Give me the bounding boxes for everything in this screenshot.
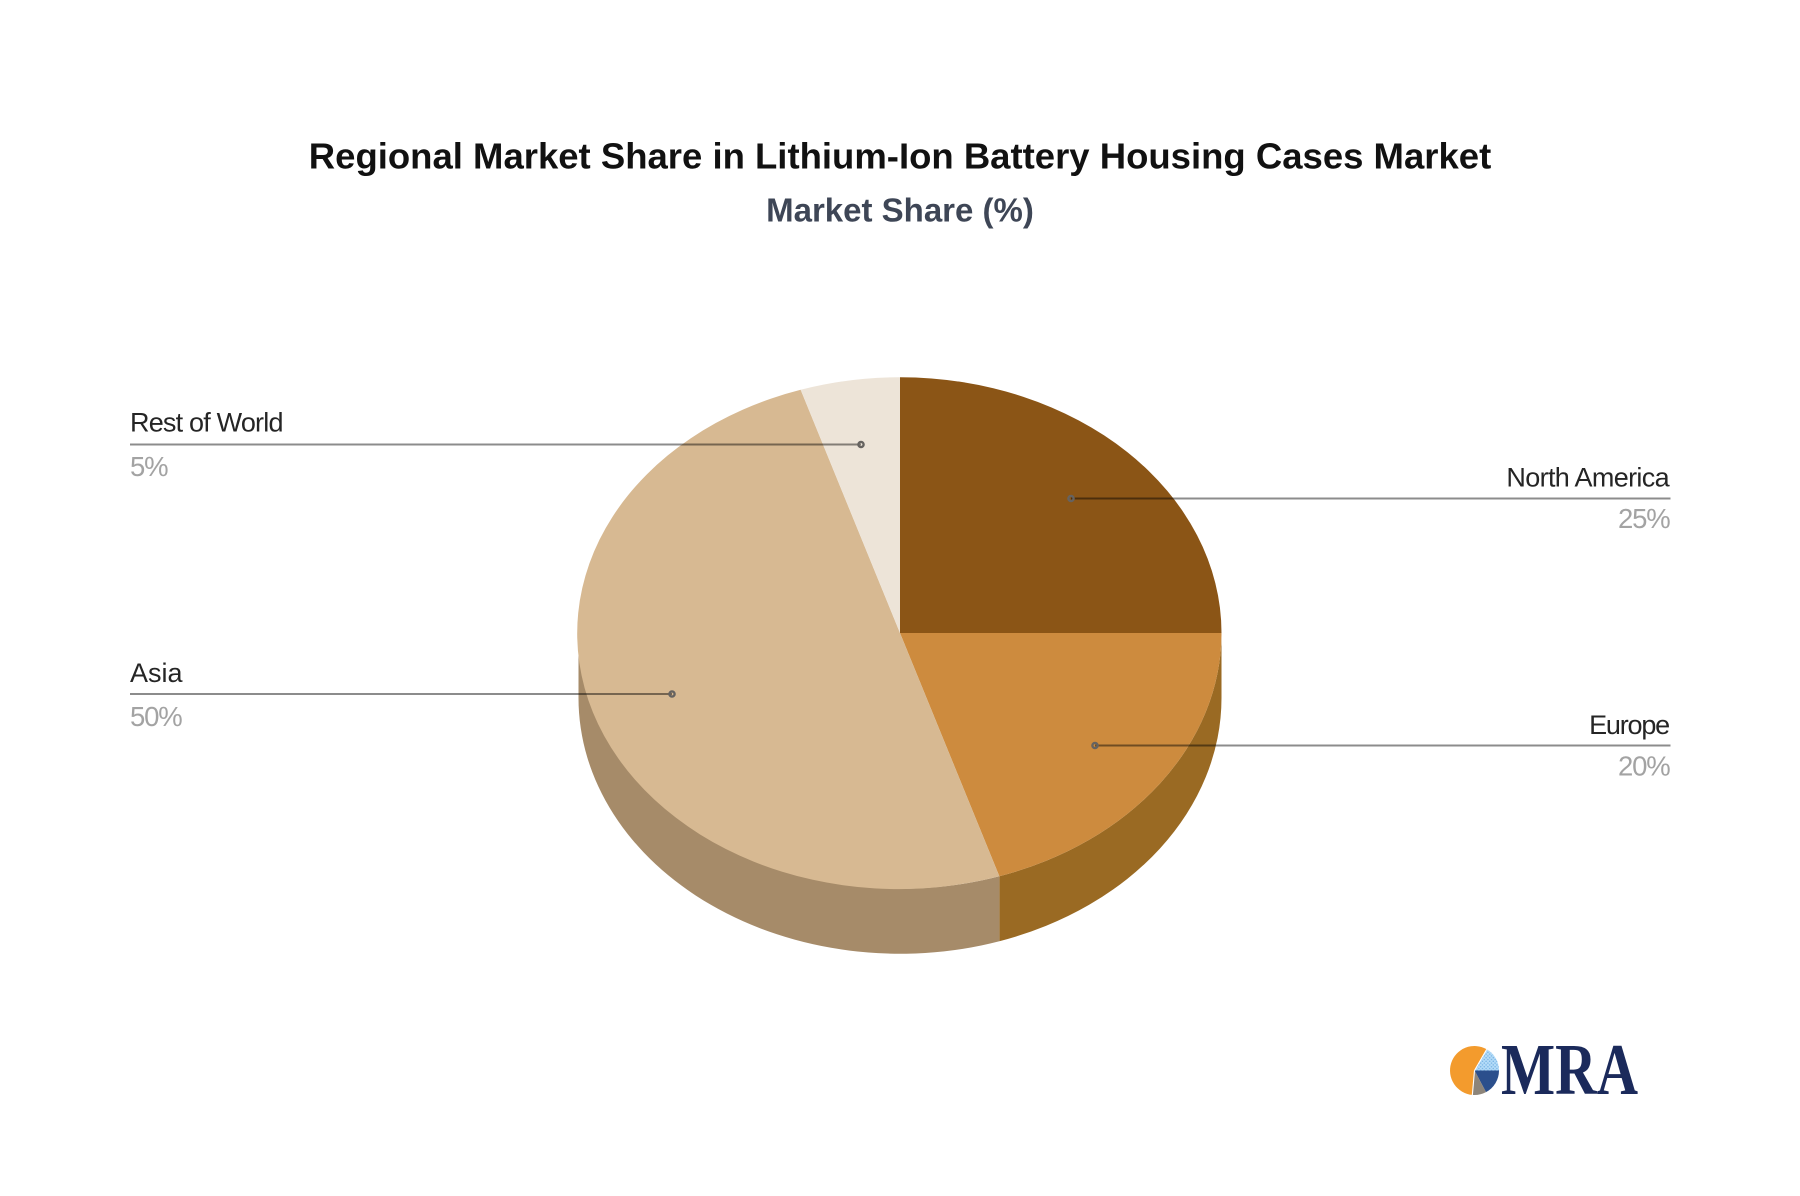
- svg-text:25%: 25%: [1618, 503, 1670, 534]
- svg-text:20%: 20%: [1618, 751, 1670, 782]
- svg-text:Asia: Asia: [130, 658, 184, 688]
- svg-text:Regional Market Share in Lithi: Regional Market Share in Lithium-Ion Bat…: [309, 136, 1491, 177]
- svg-text:Rest of World: Rest of World: [130, 408, 283, 438]
- svg-text:50%: 50%: [130, 701, 182, 732]
- svg-text:Market Share (%): Market Share (%): [766, 191, 1034, 228]
- svg-text:5%: 5%: [130, 451, 168, 482]
- svg-text:Europe: Europe: [1589, 710, 1669, 740]
- svg-text:North America: North America: [1506, 462, 1670, 492]
- svg-text:MRA: MRA: [1501, 1029, 1638, 1110]
